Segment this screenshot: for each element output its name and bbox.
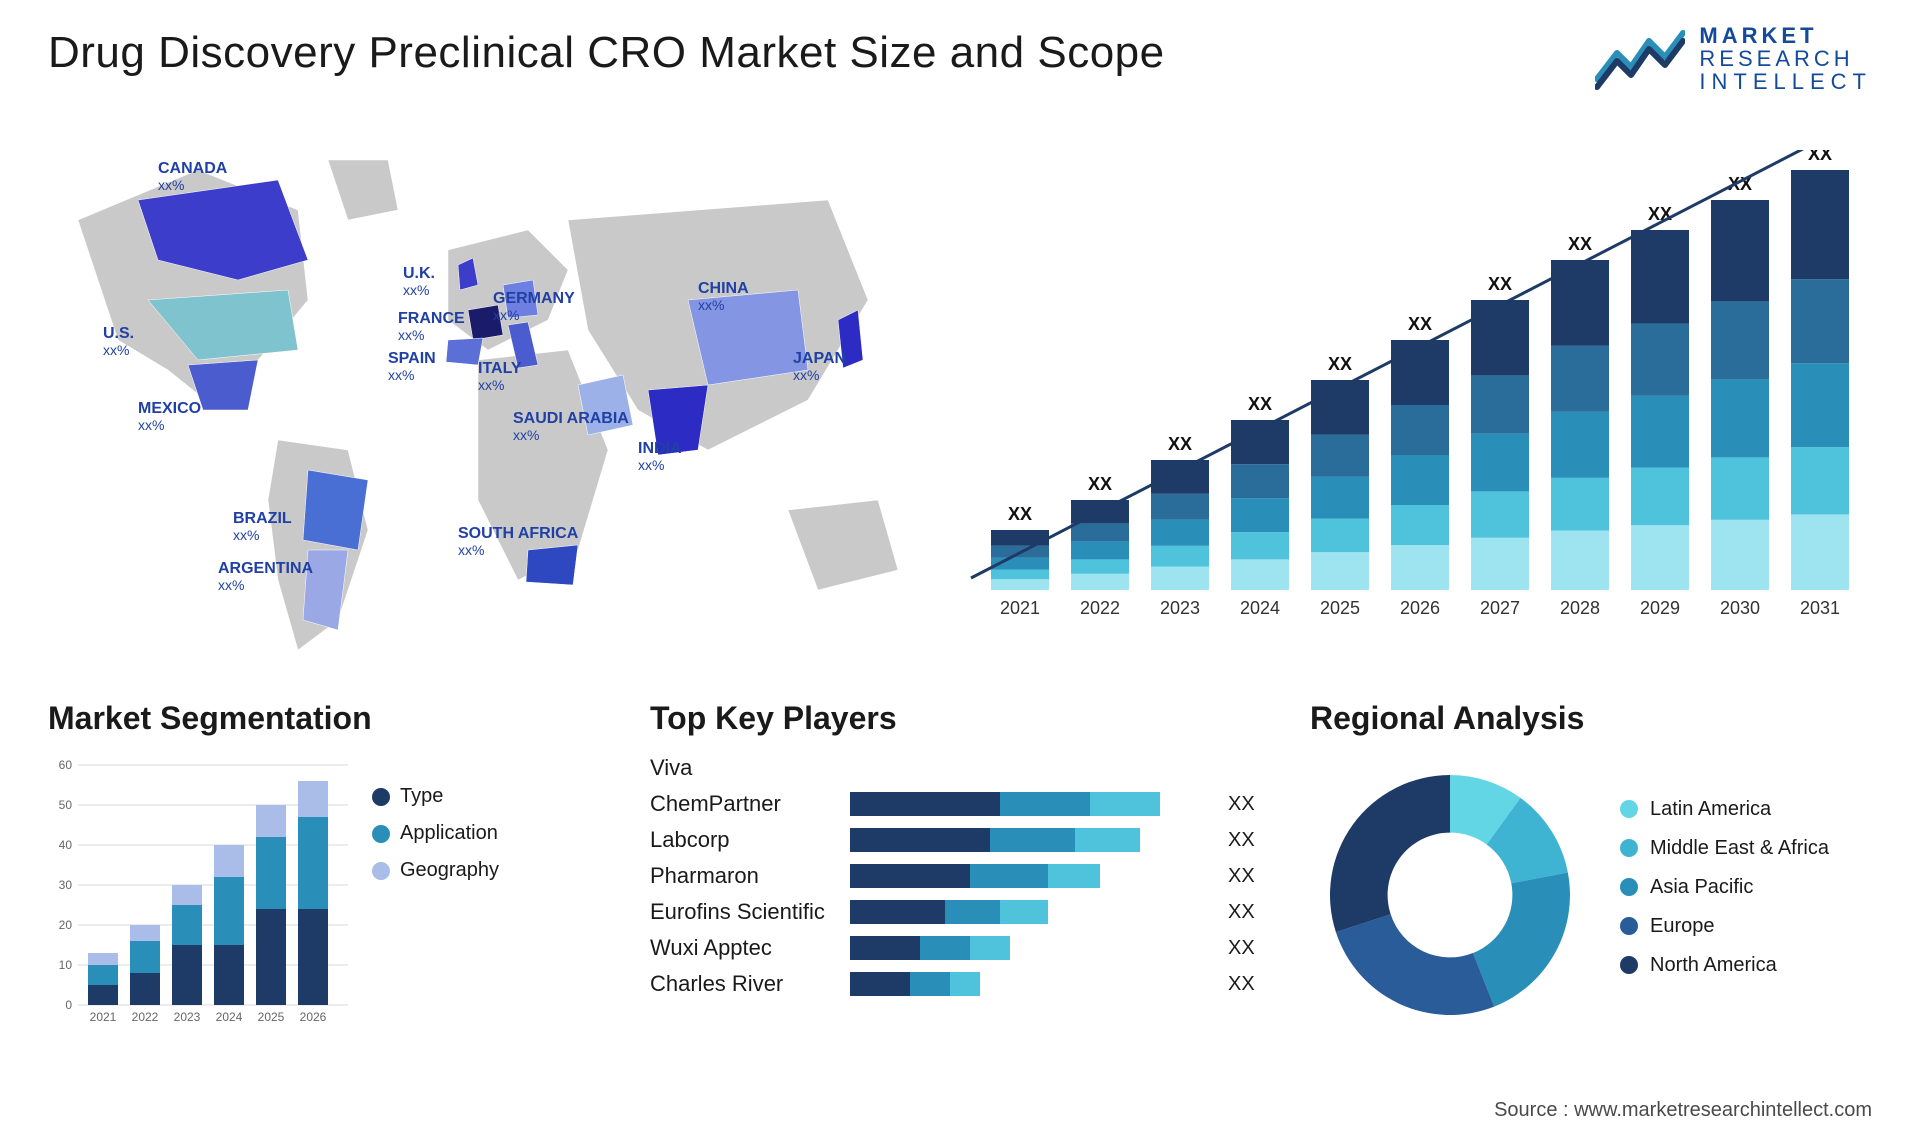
svg-text:60: 60 xyxy=(59,758,73,772)
player-bar xyxy=(850,864,1220,888)
segmentation-legend: Type Application Geography xyxy=(372,755,499,896)
regional-legend: Latin America Middle East & Africa Asia Pa… xyxy=(1620,798,1829,993)
players-panel: Top Key Players Viva ChemPartner XX Labcorp… xyxy=(650,700,1270,997)
world-map: CANADAxx% U.S.xx% MEXICOxx% BRAZILxx% ARGENT… xyxy=(48,150,928,670)
svg-text:2021: 2021 xyxy=(90,1010,117,1024)
region-legend-north-america: North America xyxy=(1620,954,1829,977)
player-bar xyxy=(850,936,1220,960)
svg-text:2023: 2023 xyxy=(174,1010,201,1024)
map-label-argentina: ARGENTINAxx% xyxy=(218,560,313,593)
svg-text:20: 20 xyxy=(59,918,73,932)
player-bar xyxy=(850,972,1220,996)
seg-legend-geography: Geography xyxy=(372,859,499,882)
player-bar xyxy=(850,900,1220,924)
svg-text:2026: 2026 xyxy=(300,1010,327,1024)
svg-text:2024: 2024 xyxy=(1240,598,1280,618)
logo-mark-icon xyxy=(1595,27,1685,91)
svg-text:2023: 2023 xyxy=(1160,598,1200,618)
map-label-brazil: BRAZILxx% xyxy=(233,510,292,543)
svg-text:50: 50 xyxy=(59,798,73,812)
player-wuxi-apptec: Wuxi Apptec xyxy=(650,935,850,961)
player-value: XX xyxy=(1220,937,1270,960)
map-label-spain: SPAINxx% xyxy=(388,350,436,383)
region-legend-asia-pacific: Asia Pacific xyxy=(1620,876,1829,899)
player-eurofins-scientific: Eurofins Scientific xyxy=(650,899,850,925)
player-pharmaron: Pharmaron xyxy=(650,863,850,889)
regional-title: Regional Analysis xyxy=(1310,700,1870,737)
region-legend-middle-east-africa: Middle East & Africa xyxy=(1620,837,1829,860)
svg-text:2029: 2029 xyxy=(1640,598,1680,618)
player-value: XX xyxy=(1220,829,1270,852)
logo-line3: INTELLECT xyxy=(1699,70,1872,93)
player-value: XX xyxy=(1220,865,1270,888)
segmentation-chart: 0 10 20 30 40 50 60 2021 2022 2023 2024 2025 2026 xyxy=(48,755,348,1035)
logo-line1: MARKET xyxy=(1699,24,1872,47)
svg-text:2022: 2022 xyxy=(132,1010,159,1024)
source-attribution: Source : www.marketresearchintellect.com xyxy=(1494,1099,1872,1122)
svg-text:0: 0 xyxy=(65,998,72,1012)
svg-text:10: 10 xyxy=(59,958,73,972)
svg-text:2031: 2031 xyxy=(1800,598,1840,618)
map-label-saudi-arabia: SAUDI ARABIAxx% xyxy=(513,410,629,443)
player-bar xyxy=(850,756,1220,780)
map-label-india: INDIAxx% xyxy=(638,440,682,473)
player-value: XX xyxy=(1220,973,1270,996)
svg-text:XX: XX xyxy=(1568,234,1592,254)
region-legend-latin-america: Latin America xyxy=(1620,798,1829,821)
svg-text:XX: XX xyxy=(1088,474,1112,494)
player-bar xyxy=(850,792,1220,816)
svg-text:XX: XX xyxy=(1408,314,1432,334)
svg-text:2026: 2026 xyxy=(1400,598,1440,618)
map-label-france: FRANCExx% xyxy=(398,310,465,343)
logo-line2: RESEARCH xyxy=(1699,47,1872,70)
regional-panel: Regional Analysis Latin America Middle Ea… xyxy=(1310,700,1870,1035)
map-label-u-k-: U.K.xx% xyxy=(403,265,435,298)
seg-legend-type: Type xyxy=(372,785,499,808)
map-label-u-s-: U.S.xx% xyxy=(103,325,134,358)
svg-text:2028: 2028 xyxy=(1560,598,1600,618)
svg-text:XX: XX xyxy=(1168,434,1192,454)
map-label-italy: ITALYxx% xyxy=(478,360,522,393)
player-charles-river: Charles River xyxy=(650,971,850,997)
map-label-south-africa: SOUTH AFRICAxx% xyxy=(458,525,578,558)
svg-text:2025: 2025 xyxy=(258,1010,285,1024)
page-title: Drug Discovery Preclinical CRO Market Si… xyxy=(48,28,1165,78)
regional-donut xyxy=(1310,755,1590,1035)
player-value: XX xyxy=(1220,793,1270,816)
player-bar xyxy=(850,828,1220,852)
svg-text:2024: 2024 xyxy=(216,1010,243,1024)
segmentation-panel: Market Segmentation 0 10 20 30 40 50 60 2021 202… xyxy=(48,700,568,1035)
svg-text:XX: XX xyxy=(1808,150,1832,164)
market-size-chart: XX 2021 XX 2022 XX 2023 XX 2024 XX 2025 XX 2026 XX 20… xyxy=(970,150,1870,630)
player-labcorp: Labcorp xyxy=(650,827,850,853)
svg-text:XX: XX xyxy=(1328,354,1352,374)
player-viva: Viva xyxy=(650,755,850,781)
map-label-germany: GERMANYxx% xyxy=(493,290,575,323)
svg-text:2025: 2025 xyxy=(1320,598,1360,618)
map-label-japan: JAPANxx% xyxy=(793,350,846,383)
player-chempartner: ChemPartner xyxy=(650,791,850,817)
seg-legend-application: Application xyxy=(372,822,499,845)
brand-logo: MARKET RESEARCH INTELLECT xyxy=(1595,24,1872,93)
svg-text:2021: 2021 xyxy=(1000,598,1040,618)
svg-text:XX: XX xyxy=(1248,394,1272,414)
svg-text:2027: 2027 xyxy=(1480,598,1520,618)
svg-text:40: 40 xyxy=(59,838,73,852)
map-label-china: CHINAxx% xyxy=(698,280,749,313)
svg-text:XX: XX xyxy=(1488,274,1512,294)
svg-text:2022: 2022 xyxy=(1080,598,1120,618)
svg-text:30: 30 xyxy=(59,878,73,892)
svg-text:2030: 2030 xyxy=(1720,598,1760,618)
players-title: Top Key Players xyxy=(650,700,1270,737)
segmentation-title: Market Segmentation xyxy=(48,700,568,737)
players-list: Viva ChemPartner XX Labcorp XX Pharmaron XX Eur… xyxy=(650,755,1270,997)
player-value: XX xyxy=(1220,901,1270,924)
svg-text:XX: XX xyxy=(1008,504,1032,524)
map-label-canada: CANADAxx% xyxy=(158,160,227,193)
region-legend-europe: Europe xyxy=(1620,915,1829,938)
map-label-mexico: MEXICOxx% xyxy=(138,400,201,433)
